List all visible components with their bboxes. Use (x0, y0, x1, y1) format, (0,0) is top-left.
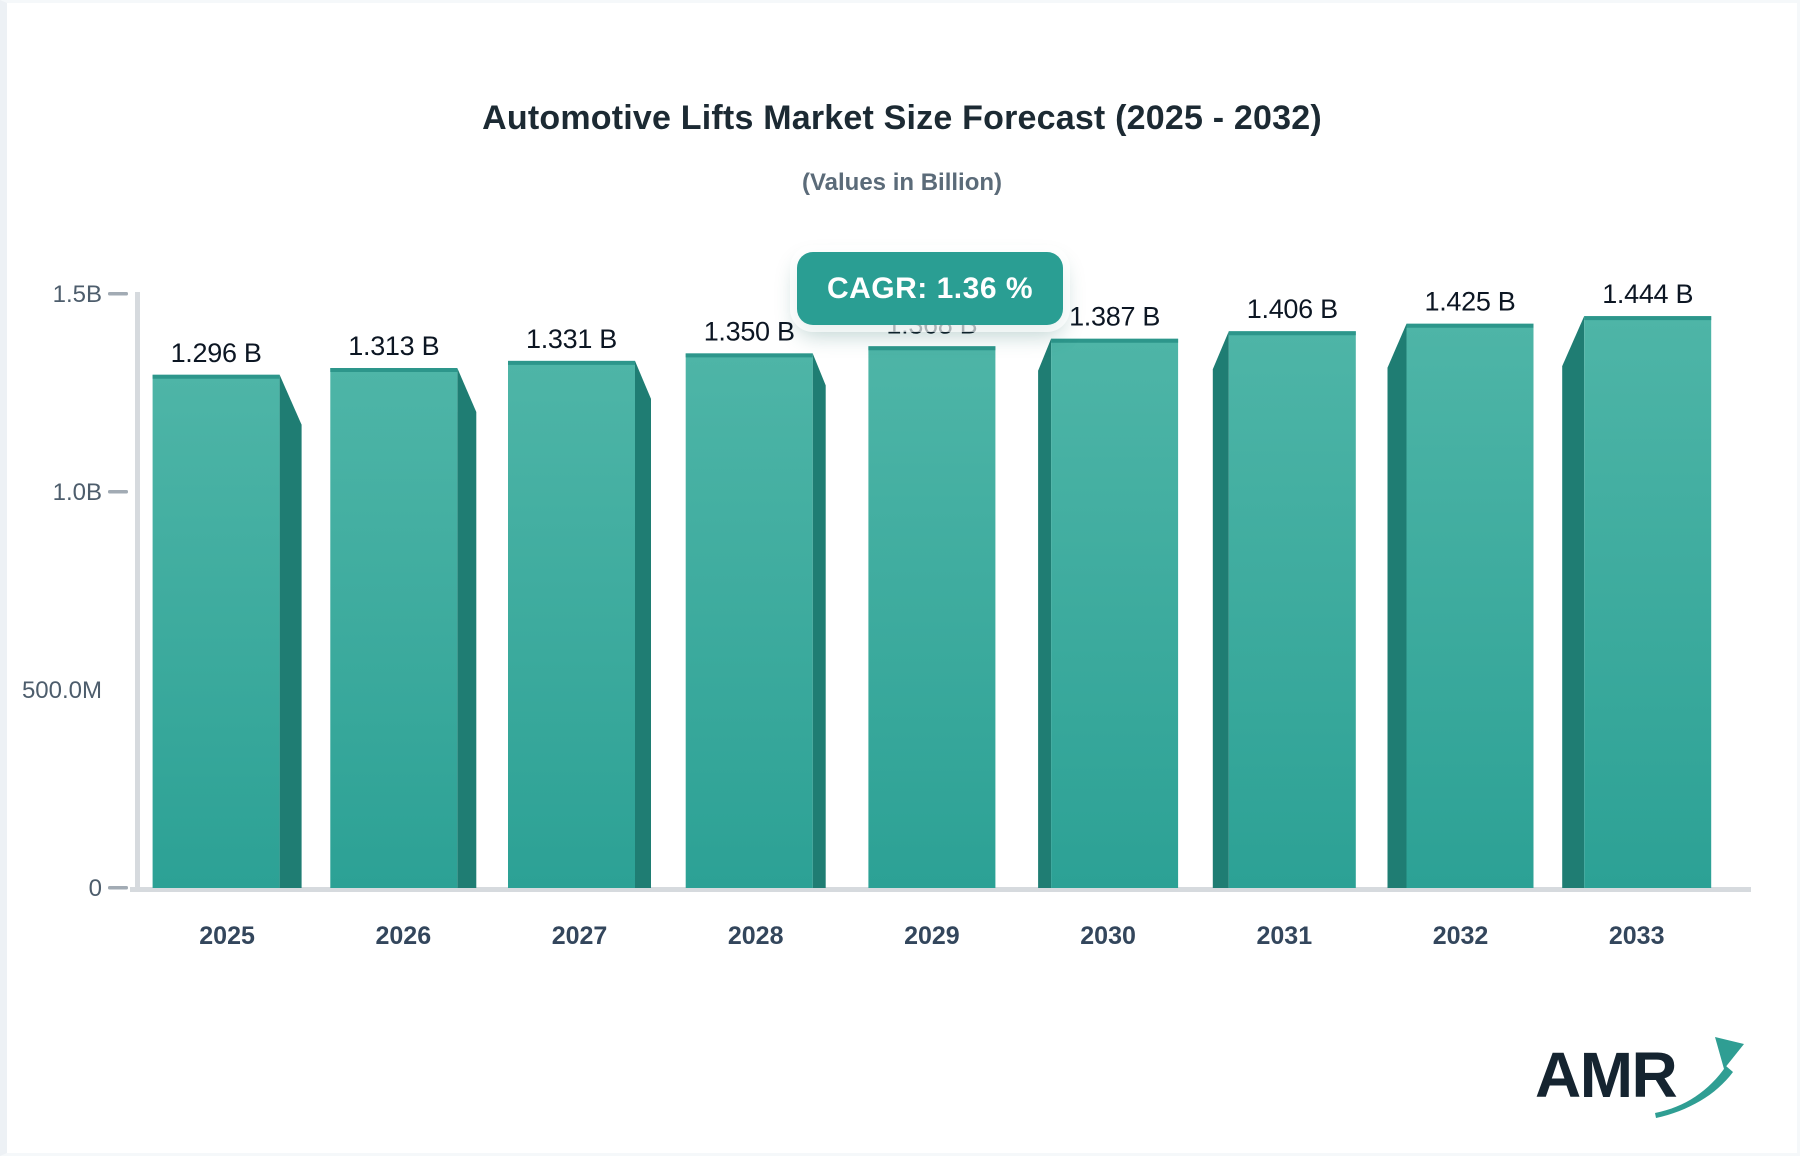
growth-arrow-icon (1655, 1037, 1744, 1118)
bar[interactable] (868, 346, 996, 889)
bar-group-2027: 1.331 B 2027 (508, 324, 651, 950)
y-tick-dash (108, 886, 128, 890)
x-axis-label: 2025 (199, 922, 255, 950)
bar[interactable] (508, 360, 635, 888)
cagr-badge-label: CAGR: 1.36 % (826, 271, 1034, 305)
bar-group-2026: 1.313 B 2026 (330, 331, 477, 950)
y-axis-line (135, 292, 140, 892)
y-tick-label: 1.5B (53, 281, 102, 308)
bar-group-2025: 1.296 B 2025 (152, 338, 302, 950)
bar[interactable] (1051, 338, 1179, 888)
x-axis-label: 2031 (1256, 922, 1312, 950)
bar-side-face (1038, 338, 1052, 888)
bar-side-face (635, 360, 651, 888)
bar[interactable] (152, 374, 280, 888)
x-axis-label: 2030 (1080, 922, 1136, 950)
y-tick-label: 0 (89, 875, 102, 902)
bar-side-face (279, 374, 302, 888)
bar[interactable] (330, 368, 458, 888)
bar-value-label: 1.425 B (1425, 287, 1516, 317)
bar-value-label: 1.296 B (171, 338, 262, 368)
bar-group-2028: 1.350 B 2028 (685, 316, 826, 950)
bar-value-label: 1.350 B (704, 316, 795, 346)
y-tick-dash (108, 490, 128, 494)
bar-group-2032: 1.425 B 2032 (1387, 287, 1534, 950)
amr-logo: AMR (1535, 1025, 1765, 1125)
bar-value-label: 1.331 B (526, 324, 617, 354)
bar[interactable] (685, 353, 813, 888)
x-axis-line (130, 887, 1751, 892)
bar-value-label: 1.313 B (348, 331, 439, 361)
bar-value-label: 1.406 B (1247, 294, 1338, 324)
y-tick-dash (108, 292, 128, 296)
amr-logo-text: AMR (1535, 1039, 1678, 1111)
bar[interactable] (1406, 323, 1534, 888)
x-axis-label: 2029 (904, 922, 960, 950)
x-axis-label: 2026 (375, 922, 431, 950)
bar-group-2029: 1.368 B2029 (868, 309, 996, 950)
bar-side-face (457, 368, 477, 888)
bar-side-face (1562, 316, 1585, 888)
bar-group-2031: 1.406 B 2031 (1212, 294, 1356, 950)
cagr-badge: CAGR: 1.36 % (797, 252, 1063, 325)
x-axis-label: 2032 (1433, 922, 1489, 950)
chart-title: Automotive Lifts Market Size Forecast (2… (482, 99, 1322, 137)
bar[interactable] (1228, 331, 1356, 888)
x-axis-label: 2033 (1609, 922, 1665, 950)
bar-value-label: 1.444 B (1602, 279, 1693, 309)
x-axis-label: 2028 (728, 922, 784, 950)
bar-side-face (812, 353, 826, 888)
bar-side-face (1387, 323, 1407, 888)
bar-group-2030: 1.387 B 2030 (1038, 302, 1179, 950)
bar-group-2033: 1.444 B 2033 (1562, 279, 1712, 950)
bar-side-face (1212, 331, 1229, 888)
bar-value-label: 1.387 B (1069, 302, 1160, 332)
bar[interactable] (1584, 316, 1712, 888)
y-tick-label: 500.0M (22, 677, 102, 704)
chart-subtitle: (Values in Billion) (801, 169, 1003, 196)
y-tick-label: 1.0B (53, 479, 102, 506)
x-axis-label: 2027 (552, 922, 608, 950)
